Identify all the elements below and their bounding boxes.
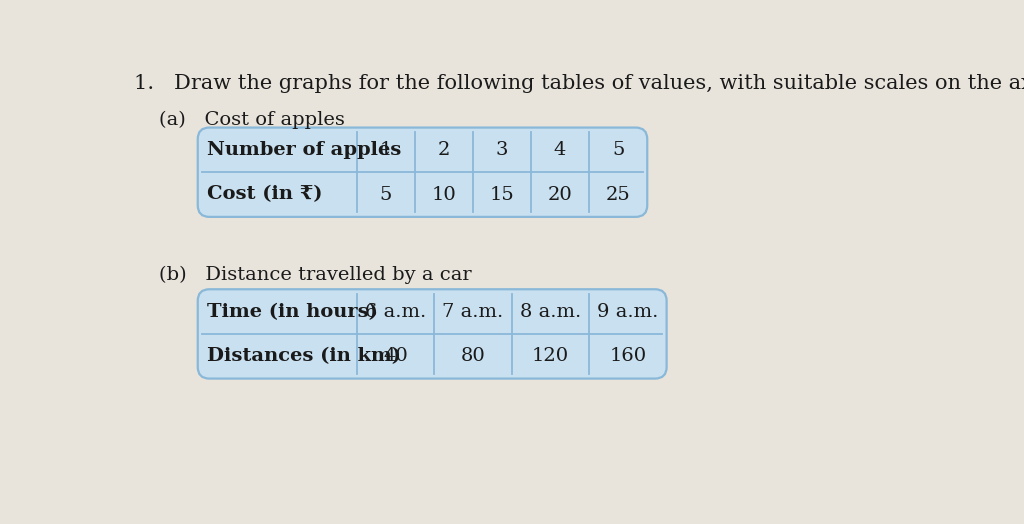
Text: (b)   Distance travelled by a car: (b) Distance travelled by a car [134,266,472,285]
FancyBboxPatch shape [198,289,667,378]
Text: Cost (in ₹): Cost (in ₹) [207,185,323,203]
Text: 25: 25 [606,185,631,203]
Text: 5: 5 [612,141,625,159]
Text: 2: 2 [437,141,450,159]
Text: 20: 20 [548,185,572,203]
Text: 120: 120 [531,347,569,365]
Text: 10: 10 [431,185,456,203]
Text: Time (in hours): Time (in hours) [207,302,378,321]
Text: Number of apples: Number of apples [207,141,401,159]
Text: 6 a.m.: 6 a.m. [365,302,426,321]
Text: 7 a.m.: 7 a.m. [442,302,504,321]
Text: 4: 4 [554,141,566,159]
Text: 8 a.m.: 8 a.m. [520,302,581,321]
Text: 3: 3 [496,141,508,159]
Text: 160: 160 [609,347,646,365]
Text: 40: 40 [383,347,408,365]
Text: 80: 80 [461,347,485,365]
Text: 5: 5 [380,185,392,203]
Text: (a)   Cost of apples: (a) Cost of apples [134,111,345,129]
Text: 9 a.m.: 9 a.m. [597,302,658,321]
Text: Distances (in km): Distances (in km) [207,347,401,365]
Text: 1: 1 [380,141,392,159]
FancyBboxPatch shape [198,127,647,217]
Text: 1.   Draw the graphs for the following tables of values, with suitable scales on: 1. Draw the graphs for the following tab… [134,74,1024,93]
Text: 15: 15 [489,185,514,203]
